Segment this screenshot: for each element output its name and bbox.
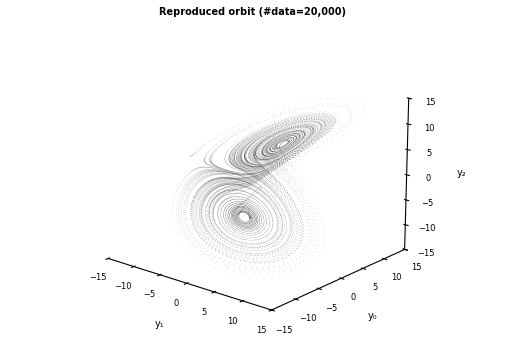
X-axis label: y₁: y₁ (155, 319, 164, 329)
Title: Reproduced orbit (#data=20,000): Reproduced orbit (#data=20,000) (159, 7, 346, 17)
Y-axis label: y₀: y₀ (368, 312, 377, 321)
